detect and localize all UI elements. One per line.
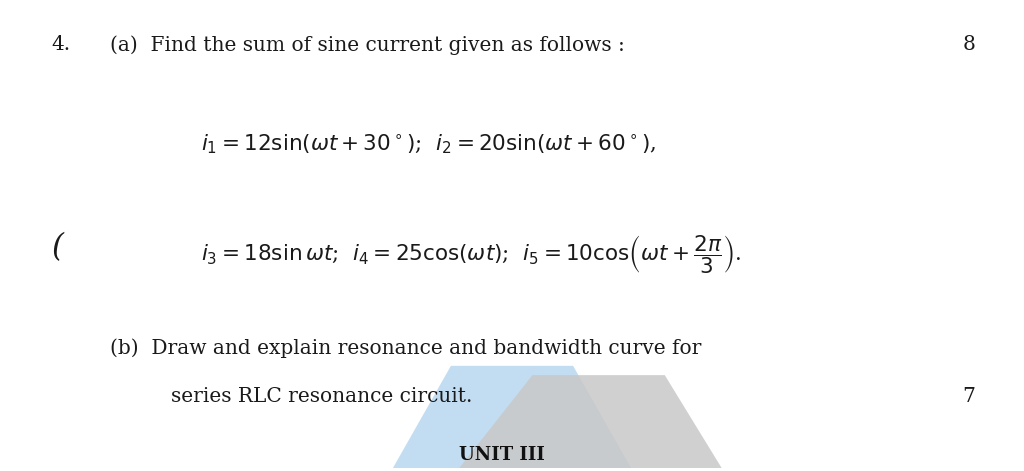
Polygon shape: [380, 366, 644, 471]
Text: UNIT III: UNIT III: [459, 446, 545, 463]
Polygon shape: [440, 375, 736, 471]
Text: series RLC resonance circuit.: series RLC resonance circuit.: [171, 387, 472, 406]
Text: (a)  Find the sum of sine current given as follows :: (a) Find the sum of sine current given a…: [110, 35, 625, 55]
Text: $i_1 = 12\sin(\omega t + 30^\circ)$;  $i_2 = 20\sin(\omega t + 60^\circ)$,: $i_1 = 12\sin(\omega t + 30^\circ)$; $i_…: [202, 133, 656, 156]
Text: $i_3 = 18\sin\omega t$;  $i_4 = 25\cos(\omega t)$;  $i_5 = 10\cos\!\left(\omega : $i_3 = 18\sin\omega t$; $i_4 = 25\cos(\o…: [202, 233, 741, 276]
Text: (: (: [51, 232, 63, 263]
Text: 7: 7: [963, 387, 976, 406]
Text: (b)  Draw and explain resonance and bandwidth curve for: (b) Draw and explain resonance and bandw…: [110, 338, 701, 357]
Text: 4.: 4.: [51, 35, 71, 54]
Text: 8: 8: [963, 35, 976, 54]
